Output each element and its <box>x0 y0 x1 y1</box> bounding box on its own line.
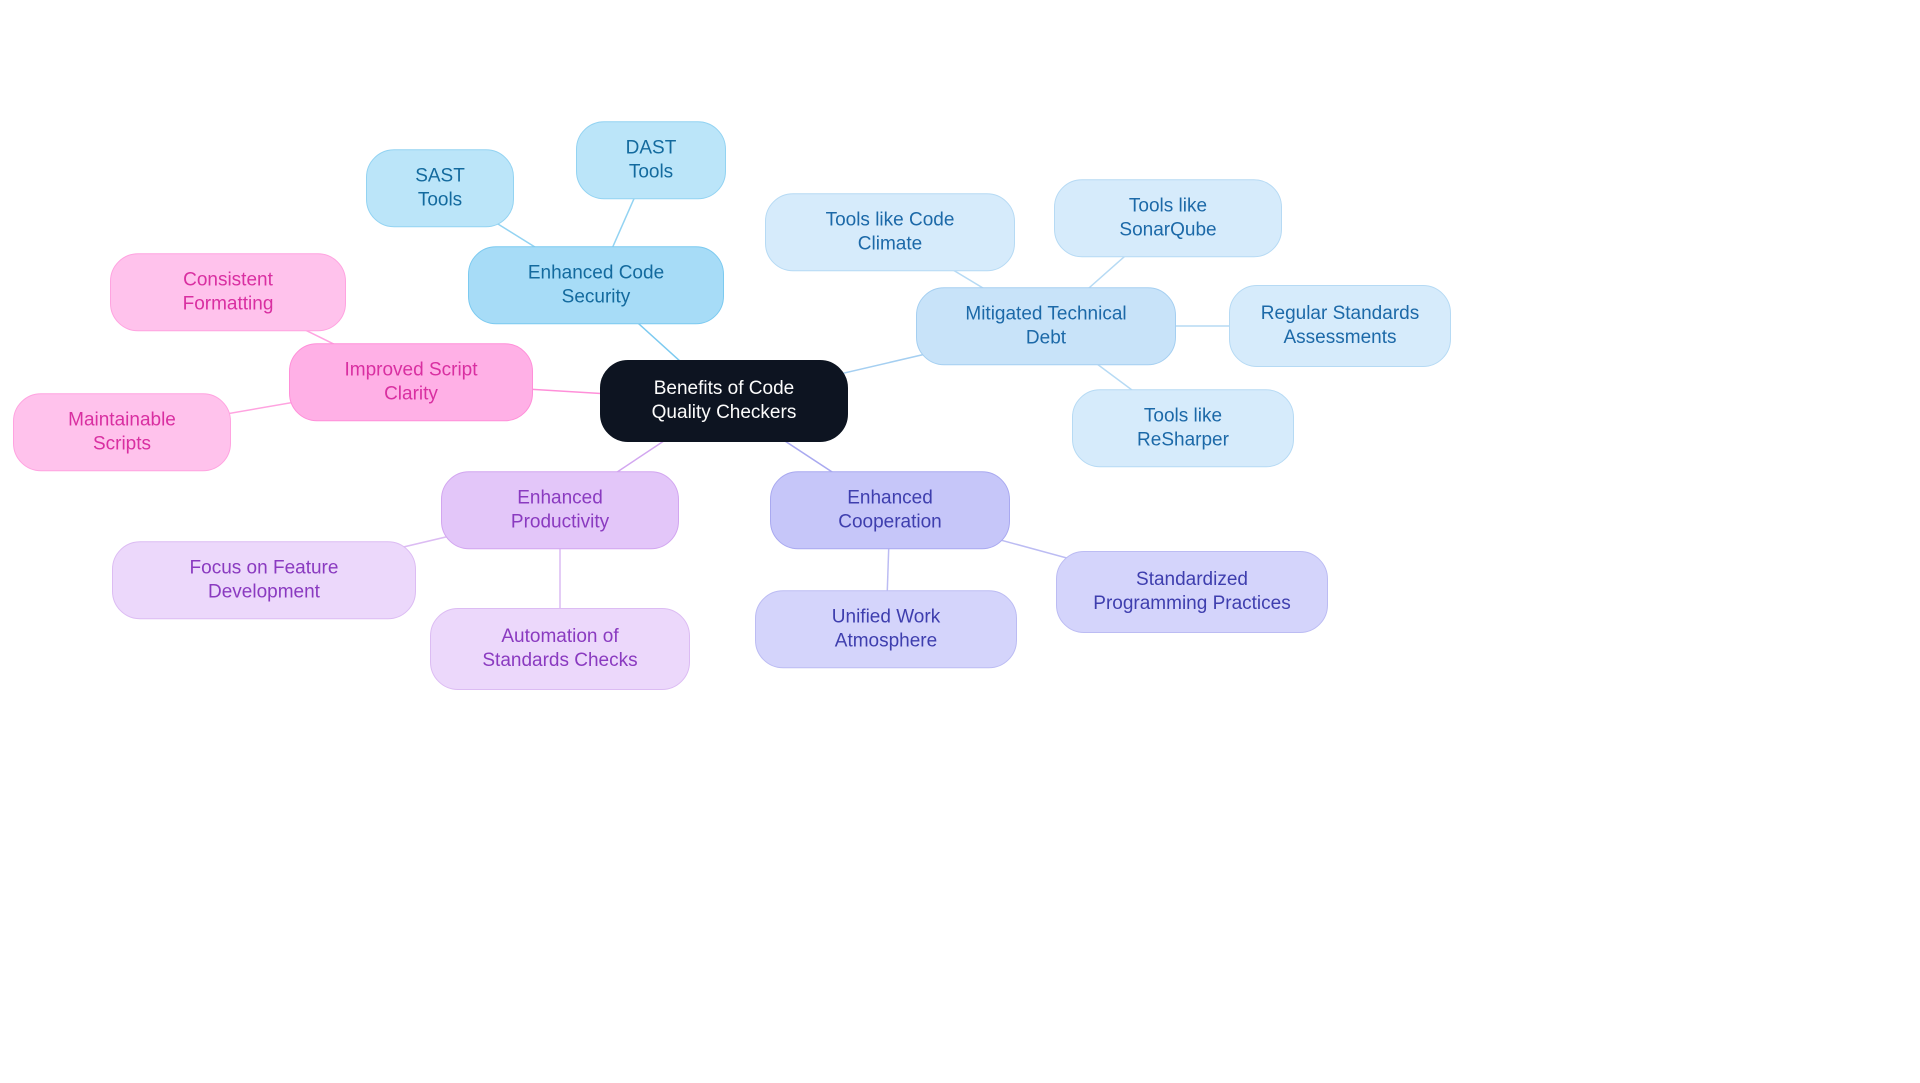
node-automation: Automation of Standards Checks <box>430 608 690 690</box>
node-resharper: Tools like ReSharper <box>1072 389 1294 467</box>
node-maintainable_scripts: Maintainable Scripts <box>13 393 231 471</box>
node-code_climate: Tools like Code Climate <box>765 193 1015 271</box>
node-script_clarity: Improved Script Clarity <box>289 343 533 421</box>
node-label: Tools like ReSharper <box>1099 404 1267 452</box>
node-standardized: Standardized Programming Practices <box>1056 551 1328 633</box>
node-label: Enhanced Productivity <box>468 486 652 534</box>
mindmap-canvas: Benefits of Code Quality Checkers Improve… <box>0 0 1920 1083</box>
node-label: Maintainable Scripts <box>40 408 204 456</box>
node-sast: SAST Tools <box>366 149 514 227</box>
node-label: Consistent Formatting <box>137 268 319 316</box>
node-dast: DAST Tools <box>576 121 726 199</box>
node-focus_feature: Focus on Feature Development <box>112 541 416 619</box>
node-label: Regular Standards Assessments <box>1256 302 1424 350</box>
node-label: Tools like Code Climate <box>792 208 988 256</box>
node-sonarqube: Tools like SonarQube <box>1054 179 1282 257</box>
node-label: Improved Script Clarity <box>316 358 506 406</box>
node-unified: Unified Work Atmosphere <box>755 590 1017 668</box>
node-label: Automation of Standards Checks <box>457 625 663 673</box>
node-consistent_formatting: Consistent Formatting <box>110 253 346 331</box>
node-label: Benefits of Code Quality Checkers <box>627 377 821 425</box>
node-label: Focus on Feature Development <box>139 556 389 604</box>
node-tech_debt: Mitigated Technical Debt <box>916 287 1176 365</box>
node-label: Standardized Programming Practices <box>1083 568 1301 616</box>
node-label: Tools like SonarQube <box>1081 194 1255 242</box>
node-code_security: Enhanced Code Security <box>468 246 724 324</box>
node-label: Unified Work Atmosphere <box>782 605 990 653</box>
node-label: SAST Tools <box>393 164 487 212</box>
node-label: Mitigated Technical Debt <box>943 302 1149 350</box>
node-productivity: Enhanced Productivity <box>441 471 679 549</box>
node-assessments: Regular Standards Assessments <box>1229 285 1451 367</box>
node-label: Enhanced Cooperation <box>797 486 983 534</box>
node-cooperation: Enhanced Cooperation <box>770 471 1010 549</box>
node-label: DAST Tools <box>603 136 699 184</box>
node-label: Enhanced Code Security <box>495 261 697 309</box>
node-root: Benefits of Code Quality Checkers <box>600 360 848 442</box>
